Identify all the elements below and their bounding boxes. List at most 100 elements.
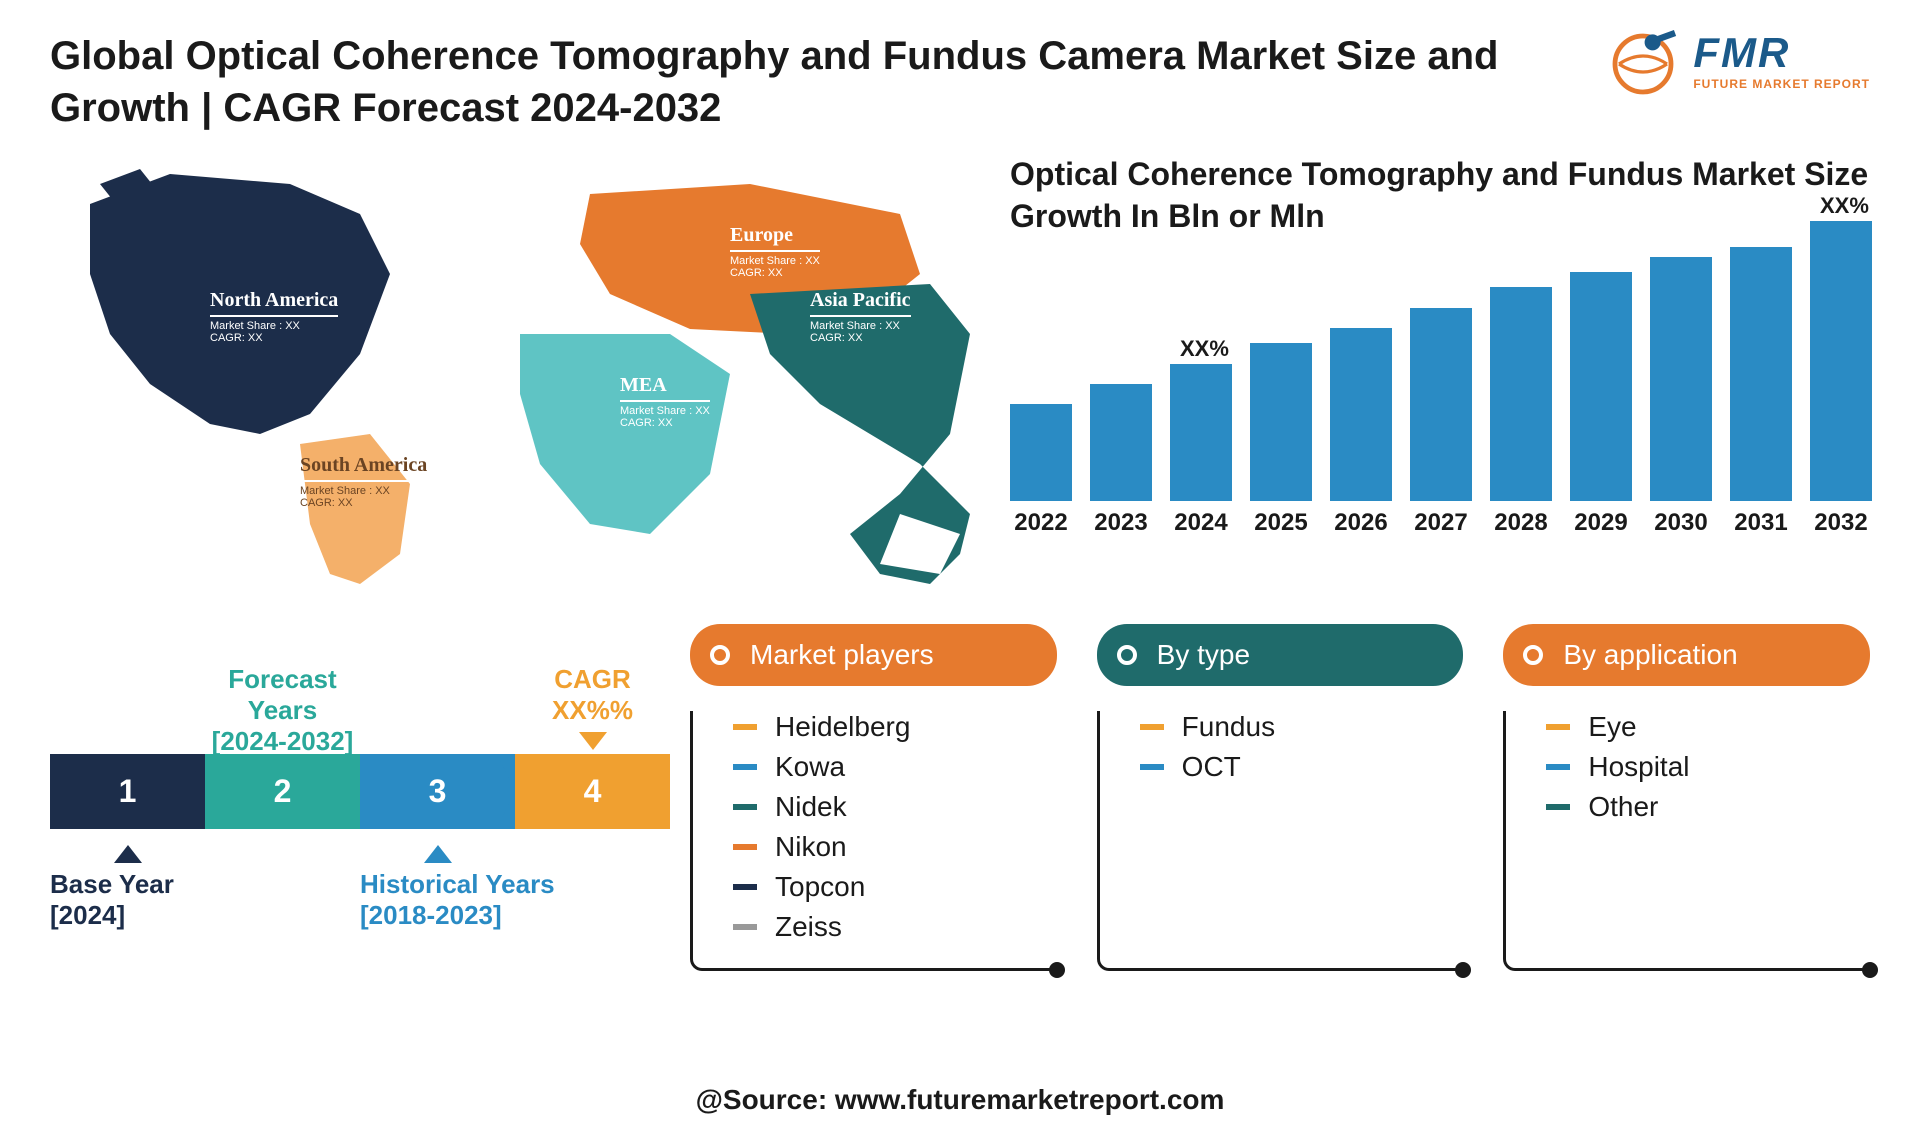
tick-icon [733, 724, 757, 730]
timeline-segment-3: 3 [360, 754, 515, 829]
bar-2028 [1490, 287, 1552, 501]
pill-dot-icon [1523, 645, 1543, 665]
region-mea [520, 334, 730, 534]
tick-icon [733, 804, 757, 810]
pill-item: Heidelberg [733, 711, 1057, 743]
bar-group-2029: 2029 [1570, 272, 1632, 537]
tick-icon [733, 884, 757, 890]
pill-item-label: Nikon [775, 831, 847, 863]
pill-item: Topcon [733, 871, 1057, 903]
bar-label: 2029 [1574, 509, 1627, 537]
pill-list: Fundus OCT [1097, 711, 1464, 971]
tick-icon [1546, 724, 1570, 730]
pill-list: Eye Hospital Other [1503, 711, 1870, 971]
bar-2031 [1730, 247, 1792, 502]
pill-header-by-type: By type [1097, 624, 1464, 686]
chart-title: Optical Coherence Tomography and Fundus … [1010, 154, 1872, 237]
pill-list: Heidelberg Kowa Nidek Nikon Topcon Zeiss [690, 711, 1057, 971]
bar-label: 2028 [1494, 509, 1547, 537]
pill-item-label: Heidelberg [775, 711, 910, 743]
tick-icon [1140, 724, 1164, 730]
bar-group-2027: 2027 [1410, 308, 1472, 537]
tick-icon [1140, 764, 1164, 770]
bar-group-2023: 2023 [1090, 384, 1152, 537]
bar-chart-area: Optical Coherence Tomography and Fundus … [1010, 154, 1872, 594]
pill-item: Nidek [733, 791, 1057, 823]
pill-column-by-type: By type Fundus OCT [1097, 624, 1464, 971]
pill-item-label: Eye [1588, 711, 1636, 743]
tick-icon [733, 924, 757, 930]
pill-item-label: Zeiss [775, 911, 842, 943]
world-map: North AmericaMarket Share : XXCAGR: XX So… [50, 154, 990, 594]
tick-icon [1546, 764, 1570, 770]
tick-icon [733, 764, 757, 770]
timeline-label-above: CAGRXX%% [515, 664, 670, 756]
pill-column-by-application: By application Eye Hospital Other [1503, 624, 1870, 971]
timeline-segment-4: 4 [515, 754, 670, 829]
pill-item-label: Nidek [775, 791, 847, 823]
pill-title: By type [1157, 639, 1250, 671]
bar-group-2032: 2032 [1810, 221, 1872, 537]
region-label-north-america: North AmericaMarket Share : XXCAGR: XX [210, 289, 338, 344]
bar-2029 [1570, 272, 1632, 501]
pill-item-label: Other [1588, 791, 1658, 823]
bar-label: 2032 [1814, 509, 1867, 537]
bar-annotation: XX% [1820, 193, 1869, 219]
pill-item: Kowa [733, 751, 1057, 783]
timeline: Forecast Years[2024-2032]CAGRXX%% 1234 B… [50, 624, 670, 971]
bar-group-2024: 2024 [1170, 364, 1232, 537]
timeline-segment-1: 1 [50, 754, 205, 829]
bar-2032 [1810, 221, 1872, 501]
pill-item: Hospital [1546, 751, 1870, 783]
bar-group-2022: 2022 [1010, 404, 1072, 537]
bar-2023 [1090, 384, 1152, 501]
bar-label: 2022 [1014, 509, 1067, 537]
bar-label: 2023 [1094, 509, 1147, 537]
bar-chart: 2022202320242025202620272028202920302031… [1010, 257, 1872, 537]
bar-2025 [1250, 343, 1312, 501]
pill-dot-icon [1117, 645, 1137, 665]
logo-fmr-text: FMR [1693, 29, 1870, 77]
pill-item-label: Topcon [775, 871, 865, 903]
pill-item-label: OCT [1182, 751, 1241, 783]
bar-2030 [1650, 257, 1712, 501]
pill-item: Eye [1546, 711, 1870, 743]
bar-2026 [1330, 328, 1392, 501]
bar-label: 2027 [1414, 509, 1467, 537]
page-title: Global Optical Coherence Tomography and … [50, 30, 1550, 134]
bar-2024 [1170, 364, 1232, 501]
pill-item-label: Fundus [1182, 711, 1275, 743]
source-attribution: @Source: www.futuremarketreport.com [696, 1084, 1225, 1116]
bar-label: 2031 [1734, 509, 1787, 537]
bar-annotation: XX% [1180, 336, 1229, 362]
timeline-label-below: Historical Years[2018-2023] [360, 839, 555, 931]
pill-item-label: Kowa [775, 751, 845, 783]
fmr-logo: FMR FUTURE MARKET REPORT [1603, 20, 1870, 100]
globe-telescope-icon [1603, 20, 1683, 100]
region-label-south-america: South AmericaMarket Share : XXCAGR: XX [300, 454, 427, 509]
tick-icon [733, 844, 757, 850]
segments-section: Market players Heidelberg Kowa Nidek Nikon To… [690, 624, 1870, 971]
bar-group-2028: 2028 [1490, 287, 1552, 537]
bar-2022 [1010, 404, 1072, 501]
pill-item: OCT [1140, 751, 1464, 783]
pill-header-by-application: By application [1503, 624, 1870, 686]
bar-label: 2024 [1174, 509, 1227, 537]
bar-2027 [1410, 308, 1472, 501]
bar-group-2030: 2030 [1650, 257, 1712, 537]
timeline-segment-2: 2 [205, 754, 360, 829]
pill-item: Zeiss [733, 911, 1057, 943]
pill-item: Fundus [1140, 711, 1464, 743]
timeline-label-below: Base Year[2024] [50, 839, 245, 931]
pill-item: Nikon [733, 831, 1057, 863]
logo-subtitle: FUTURE MARKET REPORT [1693, 77, 1870, 91]
pill-item-label: Hospital [1588, 751, 1689, 783]
pill-column-market-players: Market players Heidelberg Kowa Nidek Nikon To… [690, 624, 1057, 971]
tick-icon [1546, 804, 1570, 810]
pill-title: Market players [750, 639, 934, 671]
bar-group-2025: 2025 [1250, 343, 1312, 537]
bar-label: 2025 [1254, 509, 1307, 537]
pill-title: By application [1563, 639, 1737, 671]
bar-label: 2030 [1654, 509, 1707, 537]
pill-dot-icon [710, 645, 730, 665]
